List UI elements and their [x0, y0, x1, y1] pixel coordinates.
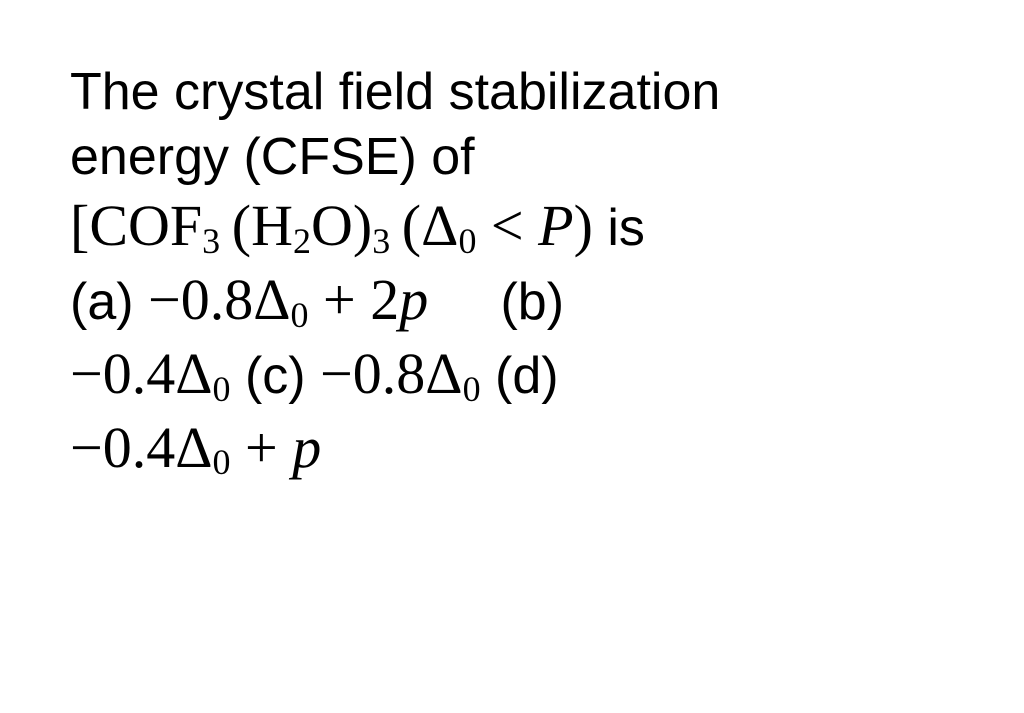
c-coef: 0.8 [353, 341, 426, 406]
gap-ab [428, 273, 500, 331]
option-c-label: (c) [231, 347, 321, 405]
c-delta-sub: 0 [463, 369, 481, 409]
delta: Δ [421, 193, 458, 258]
option-a-label: (a) [70, 273, 148, 331]
ligand-sub: 3 [372, 221, 390, 261]
d-minus: − [70, 415, 103, 480]
d-p: p [292, 415, 321, 480]
paren-open-2: ( [402, 193, 421, 258]
question-container: The crystal field stabilization energy (… [0, 0, 1024, 485]
intro-line-2: energy (CFSE) of [70, 125, 964, 190]
d-plus: + [231, 415, 293, 480]
a-plus: + [309, 267, 371, 332]
species-sub: 3 [202, 221, 220, 261]
sp1 [220, 193, 232, 258]
formula-line: [COF3 (H2O)3 (Δ0 < P) is [70, 190, 964, 264]
ligand-h: H [251, 193, 293, 258]
intro-text-2: energy (CFSE) of [70, 128, 475, 186]
bracket-open: [ [70, 193, 89, 258]
a-p: p [399, 267, 428, 332]
c-delta: Δ [425, 341, 462, 406]
b-minus: − [70, 341, 103, 406]
c-minus: − [320, 341, 353, 406]
a-coef: 0.8 [181, 267, 254, 332]
sp2 [390, 193, 402, 258]
a-minus: − [148, 267, 181, 332]
b-coef: 0.4 [103, 341, 176, 406]
complex-formula: [COF3 (H2O)3 (Δ0 < P) [70, 193, 593, 258]
ligand-h-sub: 2 [293, 221, 311, 261]
options-line-3: −0.4Δ0 + p [70, 412, 964, 486]
species: COF [89, 193, 202, 258]
option-b-value: −0.4Δ0 [70, 341, 231, 406]
option-b-label: (b) [500, 273, 564, 331]
a-2: 2 [370, 267, 399, 332]
option-d-label: (d) [481, 347, 559, 405]
lt: < [476, 193, 538, 258]
a-delta-sub: 0 [291, 295, 309, 335]
options-line-1: (a) −0.8Δ0 + 2p (b) [70, 264, 964, 338]
paren-close-2: ) [574, 193, 593, 258]
b-delta: Δ [175, 341, 212, 406]
d-delta-sub: 0 [213, 442, 231, 482]
intro-text-1: The crystal field stabilization [70, 63, 720, 121]
p-var: P [538, 193, 573, 258]
option-c-value: −0.8Δ0 [320, 341, 481, 406]
is-word: is [593, 199, 645, 257]
a-delta: Δ [253, 267, 290, 332]
options-line-2: −0.4Δ0 (c) −0.8Δ0 (d) [70, 338, 964, 412]
option-d-value: −0.4Δ0 + p [70, 415, 321, 480]
paren-close-1: ) [353, 193, 372, 258]
b-delta-sub: 0 [213, 369, 231, 409]
paren-open-1: ( [232, 193, 251, 258]
d-coef: 0.4 [103, 415, 176, 480]
d-delta: Δ [175, 415, 212, 480]
delta-sub: 0 [458, 221, 476, 261]
option-a-value: −0.8Δ0 + 2p [148, 267, 428, 332]
ligand-o: O [311, 193, 353, 258]
intro-line-1: The crystal field stabilization [70, 60, 964, 125]
